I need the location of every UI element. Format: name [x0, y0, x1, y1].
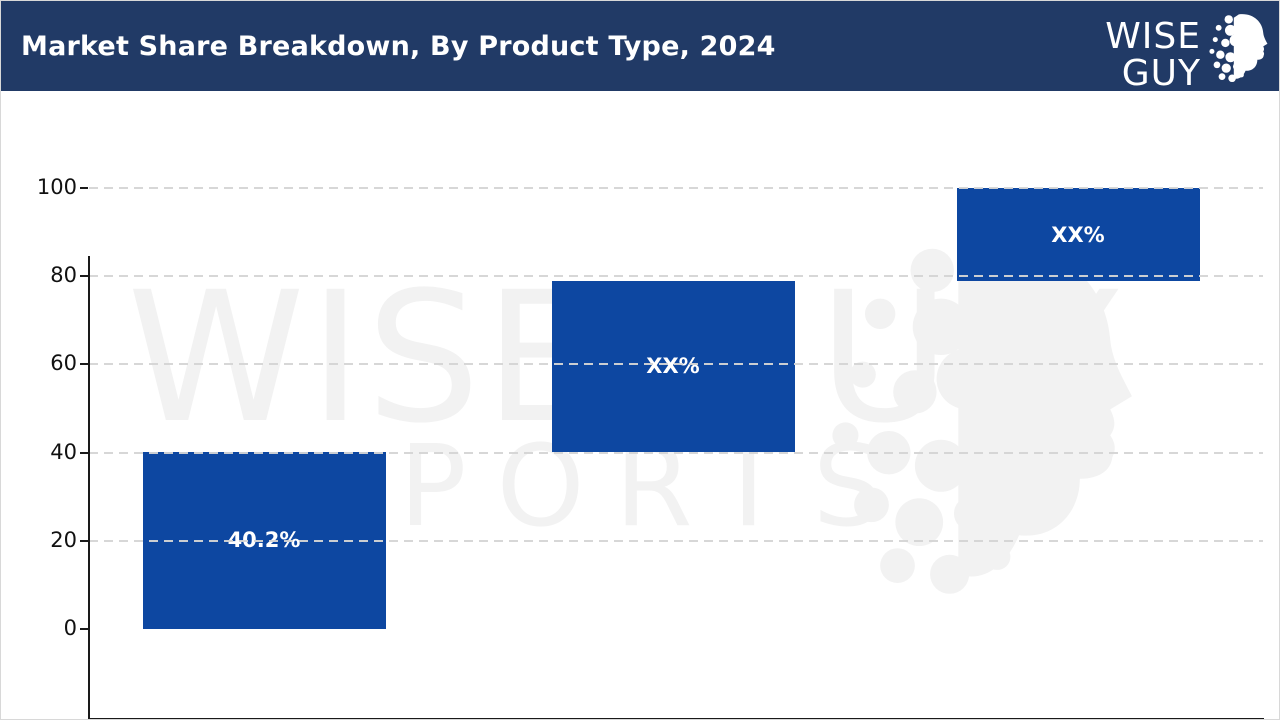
- y-tick-label: 40: [50, 439, 77, 464]
- y-axis: [88, 256, 90, 719]
- bar: XX%: [551, 281, 795, 452]
- y-tick-label: 100: [36, 175, 77, 199]
- logo-text: WISE GUY REPORTS: [1021, 18, 1201, 110]
- y-tick-label: 20: [50, 527, 77, 552]
- bar: XX%: [956, 188, 1200, 282]
- watermark-head-icon: [832, 243, 1132, 594]
- y-tick-mark: [80, 539, 88, 542]
- bar-label: XX%: [1051, 222, 1105, 247]
- gridline: [89, 451, 1263, 454]
- header-bar: Market Share Breakdown, By Product Type,…: [1, 1, 1279, 110]
- y-tick-mark: [80, 363, 88, 366]
- y-tick-label: 60: [50, 351, 77, 376]
- gridline: [89, 187, 1263, 189]
- logo-subtext: REPORTS: [1093, 95, 1209, 110]
- y-tick-mark: [80, 275, 88, 278]
- logo-wordmark: WISE GUY: [1105, 16, 1201, 94]
- y-tick-mark: [80, 451, 88, 454]
- y-tick-label: 80: [50, 263, 77, 288]
- y-tick-mark: [80, 187, 88, 189]
- gridline: [89, 363, 1263, 366]
- x-axis: [88, 718, 1264, 719]
- logo: WISE GUY REPORTS: [1021, 8, 1271, 110]
- gridline: [89, 275, 1263, 278]
- y-tick-label: 0: [63, 616, 77, 640]
- watermark-text-wise: WISE: [127, 254, 603, 463]
- page-title: Market Share Breakdown, By Product Type,…: [21, 30, 776, 62]
- logo-head-icon: [1209, 14, 1268, 83]
- y-tick-mark: [80, 628, 88, 630]
- gridline: [89, 539, 1263, 542]
- bar-label: XX%: [646, 354, 700, 379]
